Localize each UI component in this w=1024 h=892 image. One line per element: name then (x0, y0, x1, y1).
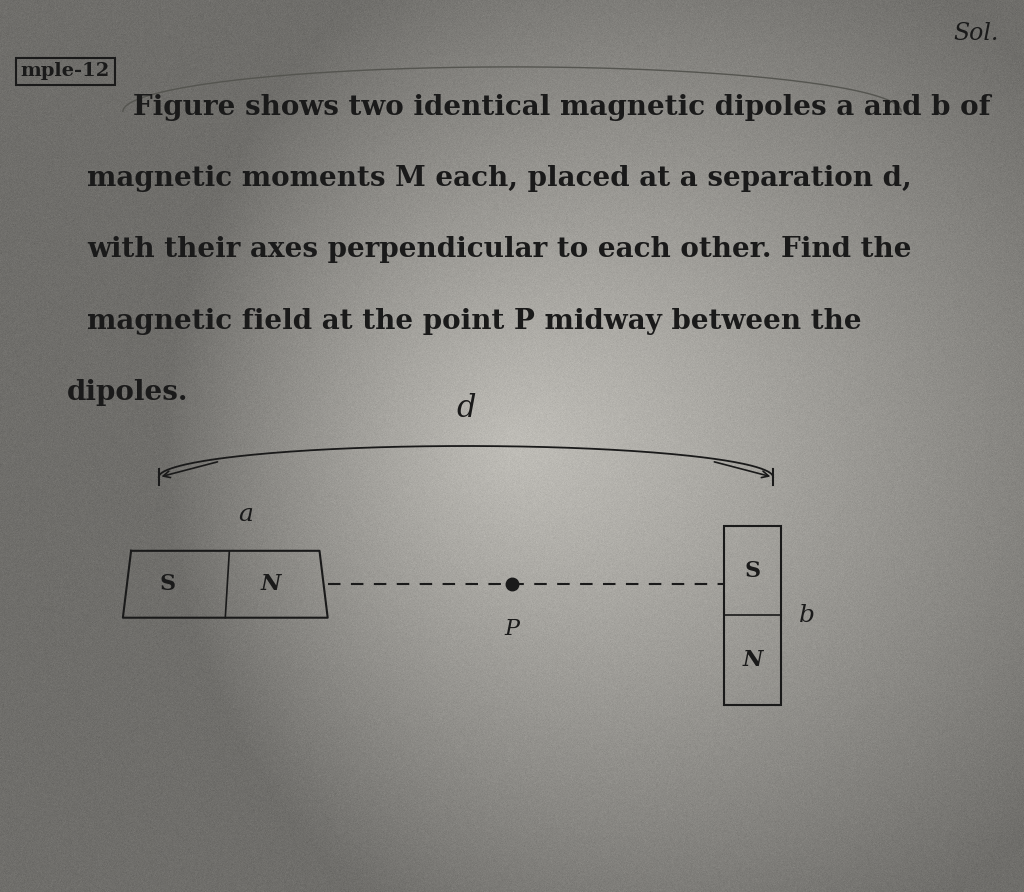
Text: a: a (239, 503, 253, 525)
Text: dipoles.: dipoles. (67, 379, 188, 406)
Text: mple-12: mple-12 (20, 62, 110, 80)
Text: b: b (800, 604, 815, 627)
Text: S: S (160, 574, 176, 595)
Text: S: S (744, 560, 761, 582)
Text: Sol.: Sol. (953, 22, 998, 45)
Text: P: P (505, 618, 519, 640)
Text: N: N (742, 649, 763, 671)
Text: magnetic field at the point P midway between the: magnetic field at the point P midway bet… (87, 308, 861, 334)
Text: N: N (260, 574, 281, 595)
Bar (725, 526, 781, 705)
Text: d: d (456, 392, 476, 424)
Text: with their axes perpendicular to each other. Find the: with their axes perpendicular to each ot… (87, 236, 911, 263)
Text: magnetic moments M each, placed at a separation d,: magnetic moments M each, placed at a sep… (87, 165, 911, 192)
Text: Figure shows two identical magnetic dipoles a and b of: Figure shows two identical magnetic dipo… (133, 94, 991, 120)
